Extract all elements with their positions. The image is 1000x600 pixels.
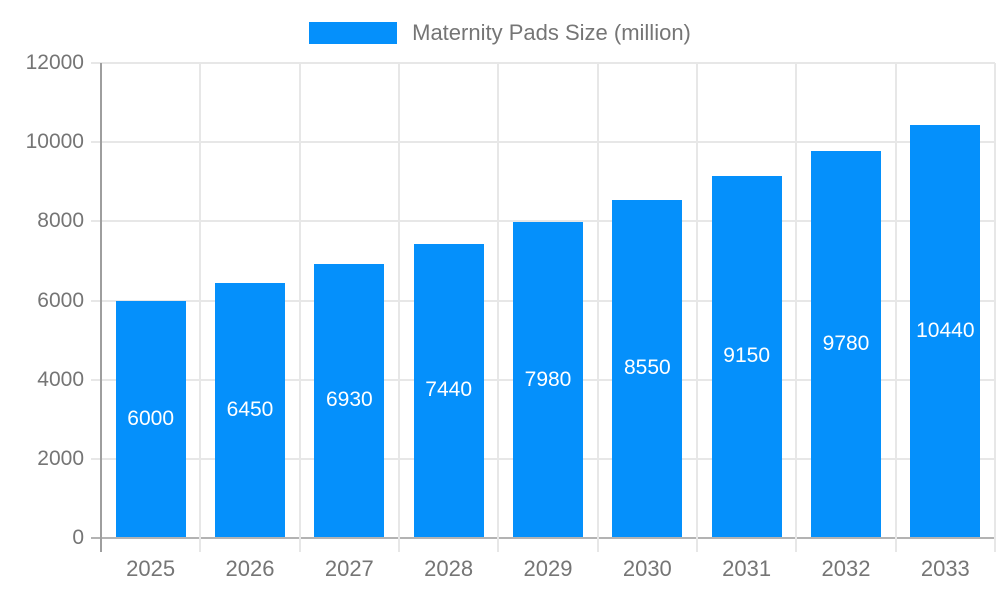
bar: 7440 [413,243,484,537]
x-tick-label: 2031 [722,556,772,581]
bar-value-label: 6000 [127,406,175,430]
x-gridline [994,63,996,552]
bar: 6930 [314,263,385,537]
zero-gridline [91,537,995,539]
y-tick-label: 12000 [25,51,84,74]
y-axis-line [100,63,102,552]
y-tick-label: 6000 [37,288,84,312]
bar-value-label: 7980 [524,367,572,391]
x-tick-label: 2026 [225,556,275,581]
bar: 9780 [811,150,881,537]
bar: 10440 [910,124,981,537]
y-gridline [91,141,995,144]
x-gridline [795,63,798,552]
bar: 6000 [115,300,186,537]
bar: 9150 [711,175,782,537]
bar-value-label: 7440 [425,378,473,402]
x-tick-label: 2027 [324,556,374,581]
x-gridline [298,63,301,552]
bar-value-label: 8550 [623,356,671,380]
bar-value-label: 6930 [325,388,373,412]
x-gridline [398,63,400,552]
bar-value-label: 10440 [916,318,975,342]
x-tick-label: 2030 [622,556,672,581]
bar: 8550 [612,199,683,537]
y-tick-label: 0 [72,526,84,549]
legend-label: Maternity Pads Size (million) [412,20,691,45]
y-tick-label: 8000 [37,209,84,233]
x-gridline [894,63,897,552]
y-tick-label: 2000 [37,446,84,470]
bar-value-label: 9150 [723,344,771,368]
x-gridline [696,63,698,552]
y-gridline [91,220,995,223]
x-tick-label: 2028 [424,556,474,581]
bar: 6450 [215,282,285,537]
y-tick-label: 4000 [37,367,84,391]
bar: 7980 [513,222,583,537]
legend[interactable]: Maternity Pads Size (million) [0,20,1000,46]
y-gridline [91,62,995,64]
x-gridline [199,63,202,552]
y-tick-label: 10000 [25,130,84,154]
x-tick-label: 2025 [126,556,176,581]
legend-swatch-icon [309,22,398,44]
x-tick-label: 2033 [920,556,970,581]
bar-value-label: 6450 [226,397,274,421]
x-gridline [596,63,599,552]
x-tick-label: 2032 [821,556,871,581]
bar-value-label: 9780 [822,331,870,355]
x-tick-label: 2029 [523,556,573,581]
x-gridline [497,63,500,552]
